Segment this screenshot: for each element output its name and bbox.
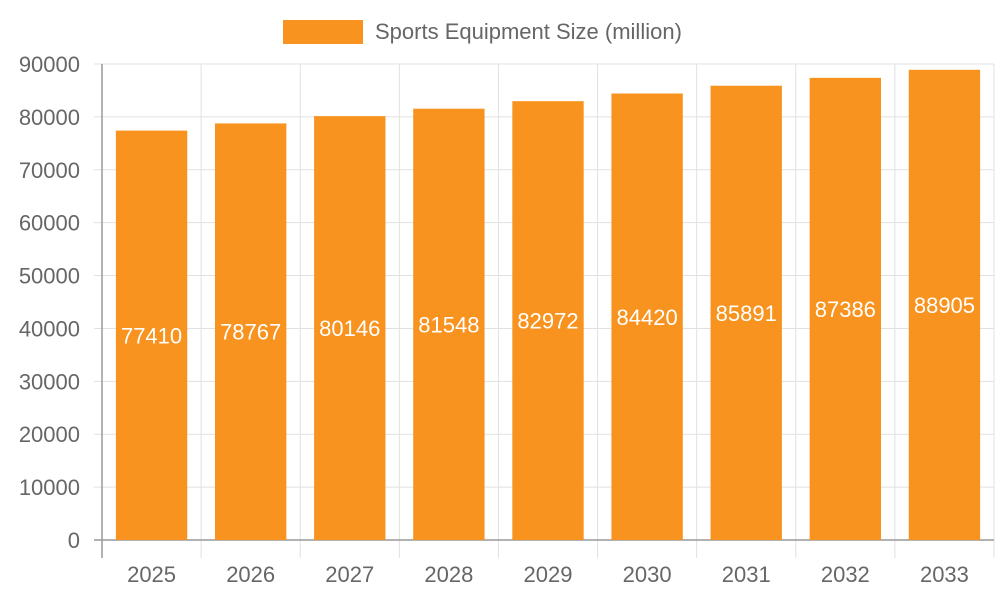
- y-axis-ticks: 0 10000 20000 30000 40000 50000 60000 70000 8000…: [19, 52, 80, 553]
- bar-value-label: 77410: [121, 323, 182, 348]
- bar-labels: 77410 78767 80146 81548 82972 84420 85891 87386…: [121, 293, 975, 348]
- x-tick-label: 2025: [127, 562, 176, 587]
- bar: [115, 130, 188, 541]
- x-tick-label: 2033: [920, 562, 969, 587]
- legend-swatch: [283, 20, 363, 44]
- x-tick-label: 2030: [623, 562, 672, 587]
- bar: [710, 85, 782, 540]
- y-tick-label: 50000: [19, 264, 80, 289]
- y-tick-label: 70000: [19, 158, 80, 183]
- bar-value-label: 85891: [716, 301, 777, 326]
- x-tick-label: 2031: [722, 562, 771, 587]
- y-tick-label: 80000: [19, 105, 80, 130]
- bar: [809, 77, 882, 540]
- bars: [115, 69, 981, 541]
- y-tick-label: 10000: [19, 475, 80, 500]
- bar-value-label: 81548: [418, 312, 479, 337]
- bar-value-label: 88905: [914, 293, 975, 318]
- x-axis-ticks: 2025 2026 2027 2028 2029 2030 2031 2032 2033: [127, 562, 969, 587]
- x-tick-label: 2032: [821, 562, 870, 587]
- y-tick-label: 40000: [19, 316, 80, 341]
- legend: Sports Equipment Size (million): [283, 19, 682, 44]
- bar-value-label: 80146: [319, 316, 380, 341]
- bar: [611, 93, 683, 541]
- x-tick-label: 2029: [524, 562, 573, 587]
- bar: [512, 101, 584, 540]
- y-tick-label: 0: [68, 528, 80, 553]
- bar: [314, 116, 386, 541]
- bar-value-label: 87386: [815, 297, 876, 322]
- x-tick-label: 2028: [424, 562, 473, 587]
- y-tick-label: 90000: [19, 52, 80, 77]
- bar-value-label: 84420: [617, 305, 678, 330]
- legend-label: Sports Equipment Size (million): [375, 19, 682, 44]
- bar-value-label: 78767: [220, 320, 281, 345]
- y-tick-label: 20000: [19, 422, 80, 447]
- y-tick-label: 30000: [19, 369, 80, 394]
- bar: [908, 69, 981, 541]
- bar: [413, 108, 485, 540]
- bar-value-label: 82972: [517, 309, 578, 334]
- x-tick-label: 2026: [226, 562, 275, 587]
- bar: [214, 123, 287, 540]
- x-tick-label: 2027: [325, 562, 374, 587]
- y-tick-label: 60000: [19, 211, 80, 236]
